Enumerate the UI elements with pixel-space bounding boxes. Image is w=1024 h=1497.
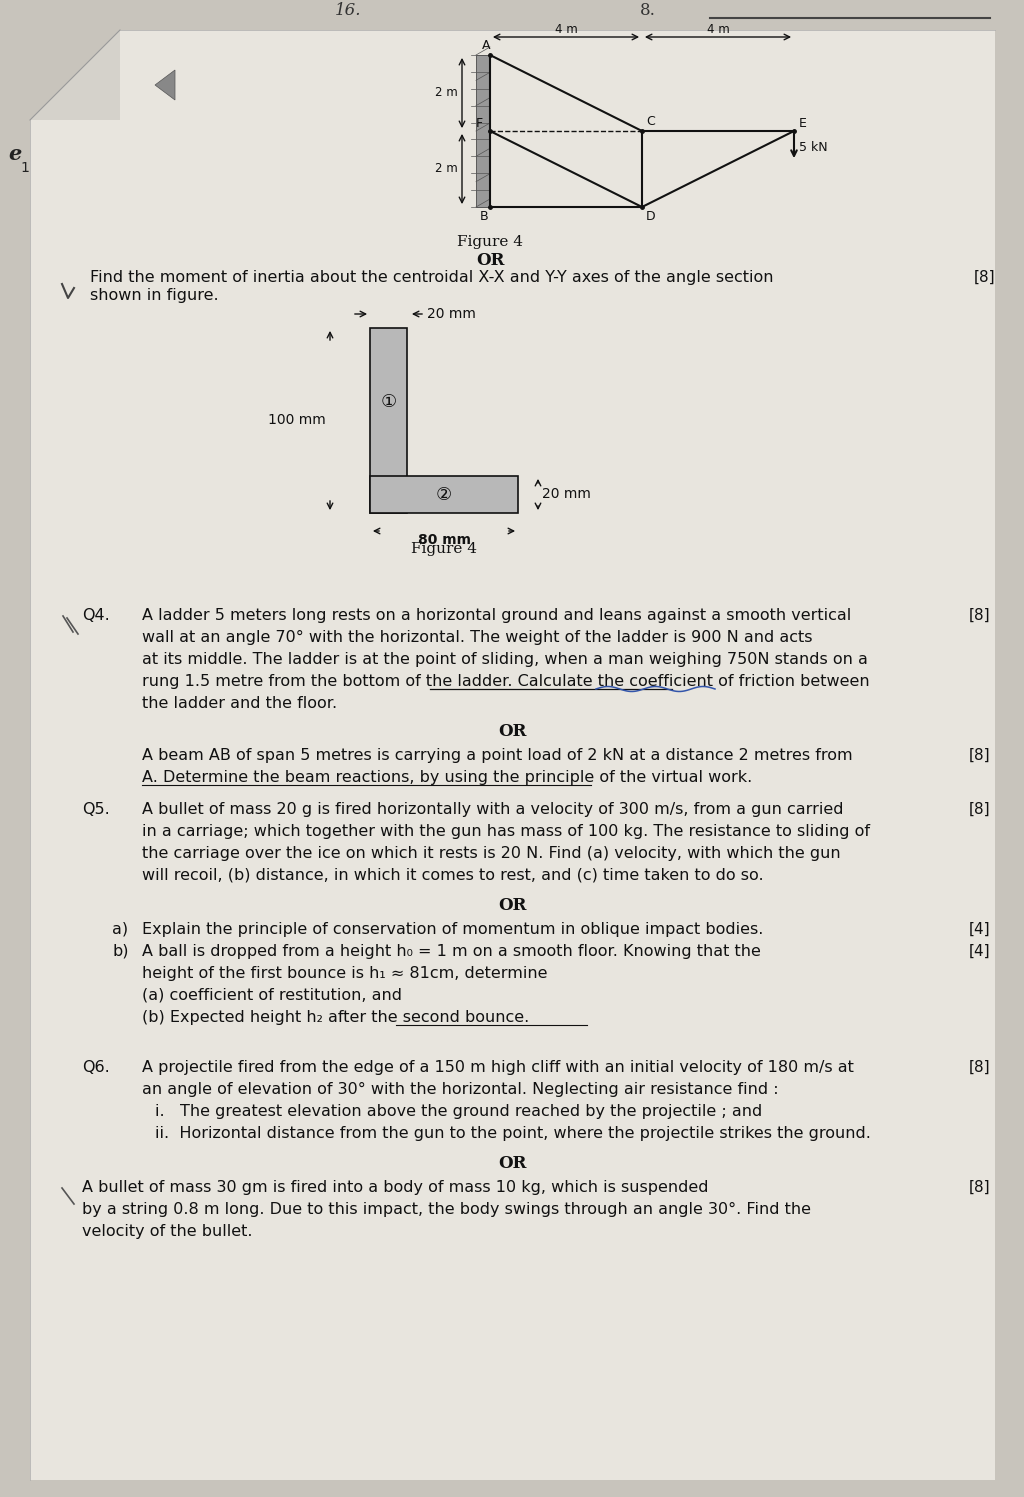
Text: [8]: [8] [969, 608, 990, 623]
Text: 20 mm: 20 mm [542, 488, 591, 501]
Text: 5 kN: 5 kN [799, 141, 827, 154]
Text: b): b) [112, 945, 128, 960]
Text: A beam AB of span 5 metres is carrying a point load of 2 kN at a distance 2 metr: A beam AB of span 5 metres is carrying a… [142, 748, 853, 763]
Text: ①: ① [381, 394, 396, 412]
Text: [8]: [8] [969, 1180, 990, 1195]
Text: A. Determine the beam reactions, by using the principle of the virtual work.: A. Determine the beam reactions, by usin… [142, 769, 753, 784]
Text: 8.: 8. [640, 1, 656, 19]
Text: (b) Expected height h₂ after the second bounce.: (b) Expected height h₂ after the second … [142, 1010, 529, 1025]
Text: D: D [646, 210, 655, 223]
Text: Figure 4: Figure 4 [457, 235, 523, 249]
Text: rung 1.5 metre from the bottom of the ladder. Calculate the coefficient of frict: rung 1.5 metre from the bottom of the la… [142, 674, 869, 689]
Text: Q6.: Q6. [82, 1060, 110, 1075]
Text: A projectile fired from the edge of a 150 m high cliff with an initial velocity : A projectile fired from the edge of a 15… [142, 1060, 854, 1075]
Text: Find the moment of inertia about the centroidal X-X and Y-Y axes of the angle se: Find the moment of inertia about the cen… [90, 269, 773, 284]
Text: 2 m: 2 m [435, 163, 458, 175]
Text: an angle of elevation of 30° with the horizontal. Neglecting air resistance find: an angle of elevation of 30° with the ho… [142, 1082, 778, 1097]
Text: 80 mm: 80 mm [418, 533, 470, 546]
Text: Q4.: Q4. [82, 608, 110, 623]
Text: 16.: 16. [335, 1, 361, 19]
Text: ii.  Horizontal distance from the gun to the point, where the projectile strikes: ii. Horizontal distance from the gun to … [155, 1126, 870, 1141]
Text: 100 mm: 100 mm [268, 413, 326, 428]
Text: [8]: [8] [969, 748, 990, 763]
Text: [8]: [8] [969, 802, 990, 817]
Text: a): a) [112, 922, 128, 937]
Text: C: C [646, 115, 654, 129]
Text: OR: OR [498, 723, 526, 740]
Text: by a string 0.8 m long. Due to this impact, the body swings through an angle 30°: by a string 0.8 m long. Due to this impa… [82, 1202, 811, 1217]
Text: Explain the principle of conservation of momentum in oblique impact bodies.: Explain the principle of conservation of… [142, 922, 763, 937]
Text: [4]: [4] [969, 945, 990, 960]
Text: in a carriage; which together with the gun has mass of 100 kg. The resistance to: in a carriage; which together with the g… [142, 823, 870, 838]
Text: F: F [476, 117, 483, 130]
Text: 1: 1 [20, 162, 29, 175]
Text: 20 mm: 20 mm [427, 307, 476, 320]
Text: B: B [480, 210, 488, 223]
Text: the carriage over the ice on which it rests is 20 N. Find (a) velocity, with whi: the carriage over the ice on which it re… [142, 846, 841, 861]
Text: OR: OR [498, 897, 526, 915]
Text: [8]: [8] [974, 269, 995, 284]
Text: OR: OR [476, 251, 504, 269]
Polygon shape [30, 30, 120, 120]
Text: 4 m: 4 m [555, 22, 578, 36]
Text: height of the first bounce is h₁ ≈ 81cm, determine: height of the first bounce is h₁ ≈ 81cm,… [142, 966, 548, 981]
Text: velocity of the bullet.: velocity of the bullet. [82, 1225, 253, 1240]
Bar [476, 55, 490, 207]
Text: A ladder 5 meters long rests on a horizontal ground and leans against a smooth v: A ladder 5 meters long rests on a horizo… [142, 608, 851, 623]
Text: A bullet of mass 20 g is fired horizontally with a velocity of 300 m/s, from a g: A bullet of mass 20 g is fired horizonta… [142, 802, 844, 817]
Text: OR: OR [498, 1156, 526, 1172]
Text: [8]: [8] [969, 1060, 990, 1075]
Text: 4 m: 4 m [707, 22, 729, 36]
Text: Figure 4: Figure 4 [411, 542, 477, 555]
Text: 2 m: 2 m [435, 87, 458, 99]
Text: A ball is dropped from a height h₀ = 1 m on a smooth floor. Knowing that the: A ball is dropped from a height h₀ = 1 m… [142, 945, 761, 960]
Text: shown in figure.: shown in figure. [90, 287, 219, 302]
Text: will recoil, (b) distance, in which it comes to rest, and (c) time taken to do s: will recoil, (b) distance, in which it c… [142, 868, 764, 883]
Text: [4]: [4] [969, 922, 990, 937]
Text: e: e [8, 144, 22, 165]
Text: the ladder and the floor.: the ladder and the floor. [142, 696, 337, 711]
Text: A bullet of mass 30 gm is fired into a body of mass 10 kg, which is suspended: A bullet of mass 30 gm is fired into a b… [82, 1180, 709, 1195]
Text: at its middle. The ladder is at the point of sliding, when a man weighing 750N s: at its middle. The ladder is at the poin… [142, 653, 868, 668]
Text: i.   The greatest elevation above the ground reached by the projectile ; and: i. The greatest elevation above the grou… [155, 1103, 762, 1118]
Bar [370, 476, 518, 513]
Text: ②: ② [436, 485, 452, 503]
Text: wall at an angle 70° with the horizontal. The weight of the ladder is 900 N and : wall at an angle 70° with the horizontal… [142, 630, 812, 645]
Polygon shape [155, 70, 175, 100]
Text: E: E [799, 117, 807, 130]
Bar [370, 328, 407, 513]
Text: (a) coefficient of restitution, and: (a) coefficient of restitution, and [142, 988, 402, 1003]
Text: Q5.: Q5. [82, 802, 110, 817]
Polygon shape [30, 30, 995, 1481]
Text: A: A [482, 39, 490, 52]
